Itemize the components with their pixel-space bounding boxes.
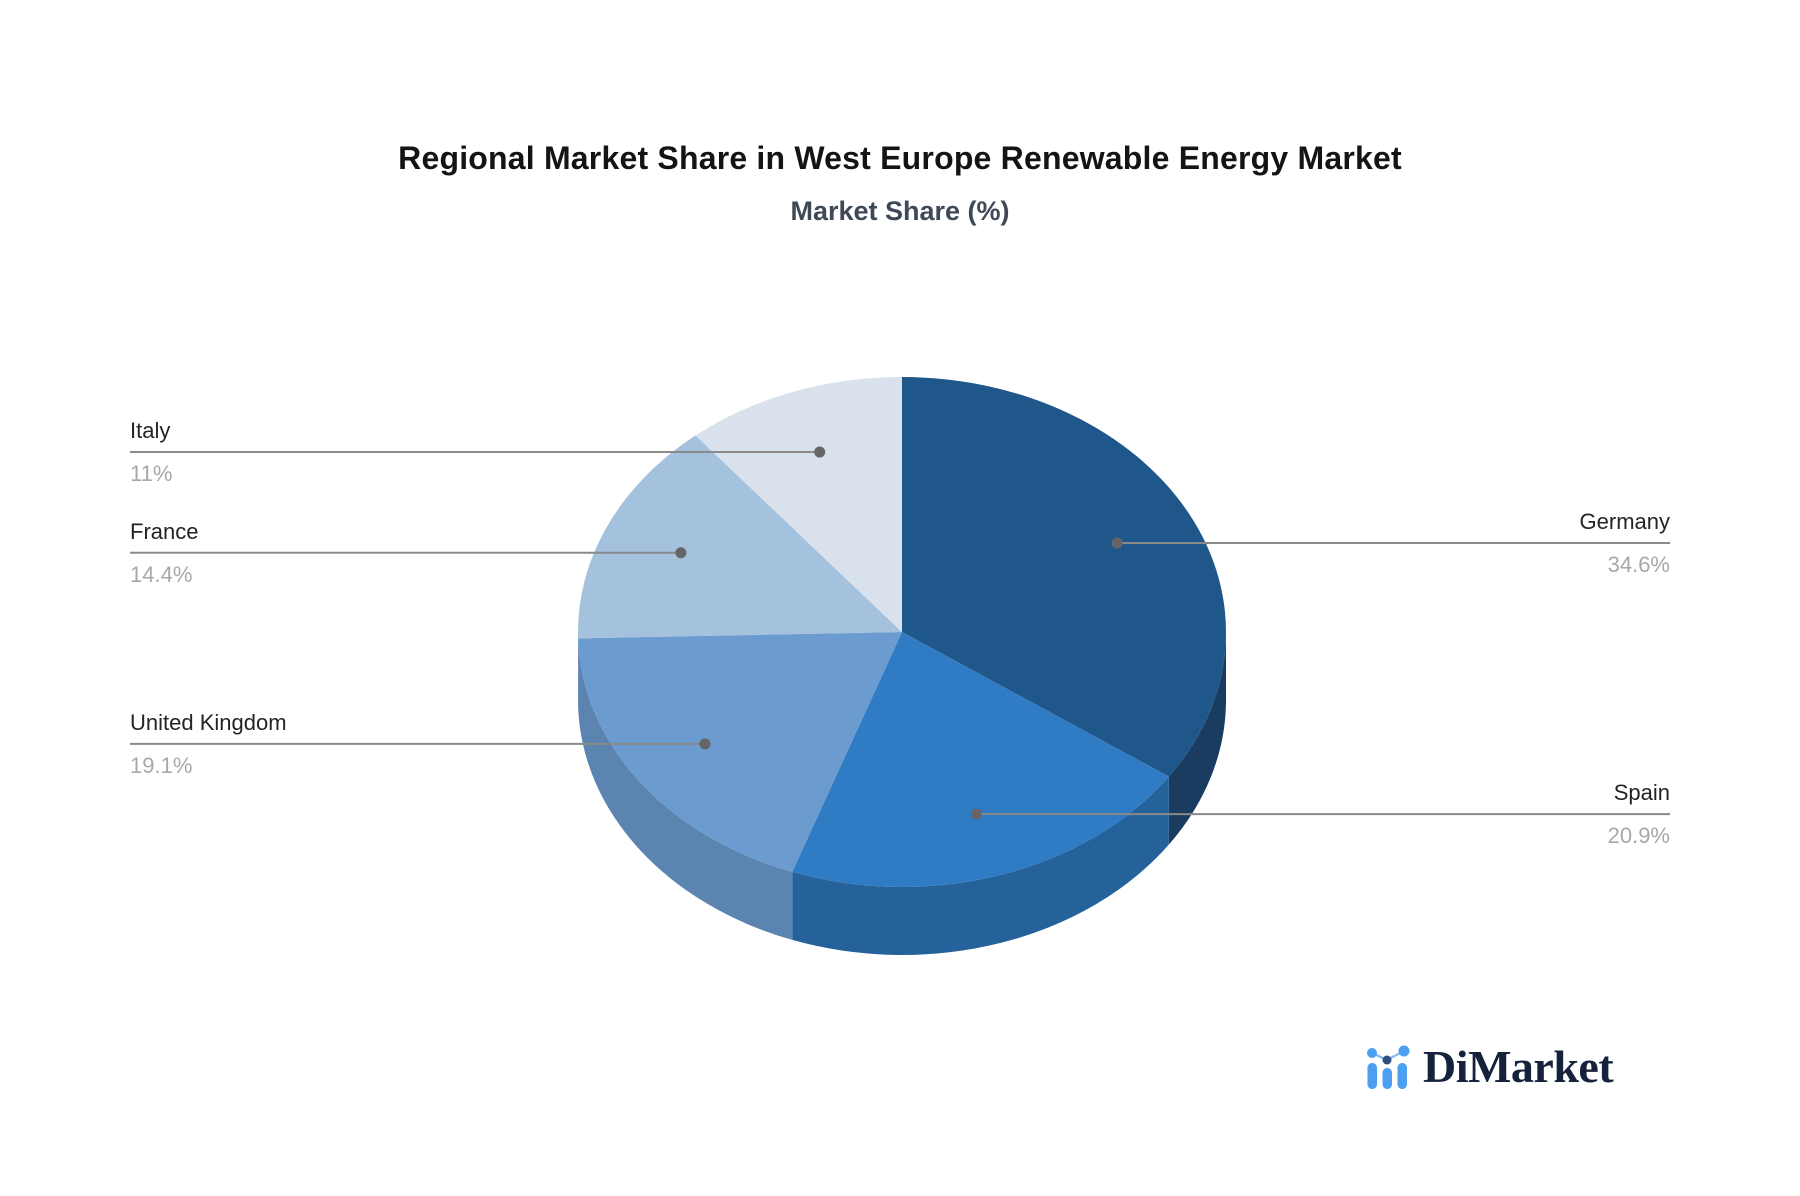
pie-slice-united-kingdom[interactable] <box>578 632 902 872</box>
chart-subtitle: Market Share (%) <box>790 196 1010 226</box>
slice-label-united-kingdom: United Kingdom <box>130 709 287 735</box>
callout-dot-spain <box>970 808 982 820</box>
slice-label-france: France <box>130 518 199 544</box>
slice-label-italy: Italy <box>130 418 171 444</box>
pie-slice-italy[interactable] <box>695 377 902 632</box>
chart-title: Regional Market Share in West Europe Ren… <box>398 140 1402 176</box>
slice-value-germany: 34.6% <box>1607 552 1670 578</box>
slice-value-spain: 20.9% <box>1607 823 1670 849</box>
callout-dot-germany <box>1111 537 1123 549</box>
pie-slice-side-united-kingdom <box>578 638 793 940</box>
dimarket-logo[interactable]: DiMarket <box>1366 1041 1614 1092</box>
dimarket-logo-text: DiMarket <box>1423 1041 1614 1092</box>
slice-label-germany: Germany <box>1579 509 1670 535</box>
bar-line-chart-icon <box>1367 1045 1410 1089</box>
slice-label-spain: Spain <box>1613 780 1670 806</box>
slice-value-italy: 11% <box>130 461 173 487</box>
pie-slice-france[interactable] <box>577 435 902 639</box>
pie-slice-spain[interactable] <box>792 632 1169 887</box>
slice-value-france: 14.4% <box>130 561 193 587</box>
callout-dot-france <box>675 547 687 559</box>
pie-slice-germany[interactable] <box>902 377 1226 777</box>
callout-dot-italy <box>814 446 826 458</box>
pie-slice-side-germany <box>1168 632 1226 845</box>
pie-slice-side-spain <box>792 776 1169 955</box>
slice-value-united-kingdom: 19.1% <box>130 752 193 778</box>
callout-dot-united-kingdom <box>699 738 711 750</box>
